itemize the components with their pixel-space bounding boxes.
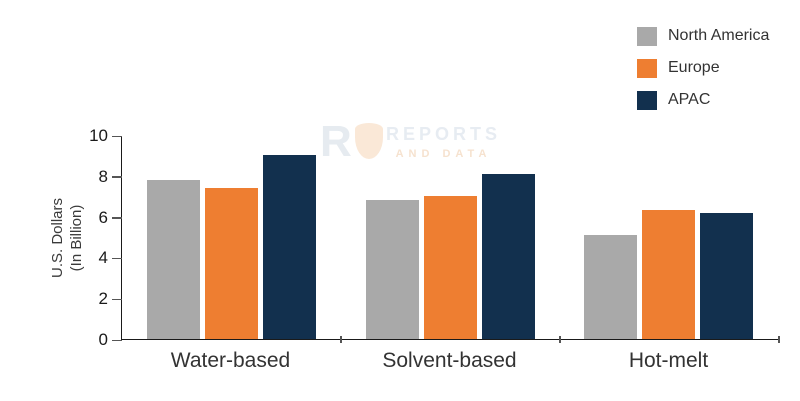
y-axis-title: U.S. Dollars (In Billion)	[48, 113, 90, 363]
bar-north-america	[584, 234, 638, 339]
bar-group-hot-melt	[559, 136, 778, 339]
bar-europe	[642, 210, 696, 339]
y-axis-tick	[112, 298, 122, 301]
legend: North America Europe APAC	[637, 26, 769, 122]
x-axis-tick	[559, 336, 561, 343]
bar-europe	[423, 196, 477, 339]
bar-group-solvent-based	[341, 136, 560, 339]
bar-apac	[262, 155, 316, 339]
legend-item-apac: APAC	[637, 90, 769, 110]
x-axis-category-labels: Water-based Solvent-based Hot-melt	[121, 349, 778, 373]
legend-swatch-icon	[637, 90, 657, 110]
bar-north-america	[146, 179, 200, 339]
legend-swatch-icon	[637, 58, 657, 78]
bar-groups	[122, 136, 778, 339]
watermark: R REPORTS AND DATA	[320, 120, 501, 166]
legend-item-europe: Europe	[637, 58, 769, 78]
bar-apac	[700, 212, 754, 339]
legend-label: APAC	[668, 91, 711, 108]
y-axis-tick-label: 10	[89, 126, 108, 145]
watermark-logo: R	[320, 120, 384, 166]
y-axis-tick	[112, 257, 122, 260]
category-label: Hot-melt	[628, 349, 709, 372]
bar-europe	[204, 188, 258, 339]
category-label: Water-based	[170, 349, 291, 372]
legend-label: Europe	[668, 59, 720, 76]
x-axis-tick	[340, 336, 342, 343]
plot-area: 0 2 4 6 8 10	[89, 126, 780, 349]
watermark-text: REPORTS AND DATA	[386, 124, 501, 160]
y-axis-title-line1: U.S. Dollars	[49, 197, 66, 279]
y-axis-tick	[112, 217, 122, 219]
bar-apac	[481, 173, 535, 339]
y-axis-tick	[112, 135, 122, 137]
y-axis-title-line2: (In Billion)	[68, 204, 85, 272]
bar-north-america	[365, 200, 419, 339]
legend-label: North America	[668, 27, 770, 44]
y-axis-tick	[112, 339, 122, 341]
y-axis-tick	[112, 176, 122, 178]
watermark-line2: AND DATA	[395, 148, 492, 160]
legend-item-north-america: North America	[637, 26, 769, 46]
bar-group-water-based	[122, 136, 341, 339]
y-axis-tick-label: 6	[98, 207, 108, 227]
watermark-shield-icon	[355, 123, 383, 159]
watermark-letter: R	[320, 117, 352, 166]
y-axis-tick-label: 4	[98, 248, 108, 268]
legend-swatch-icon	[637, 26, 657, 46]
y-axis-tick-label: 8	[98, 166, 108, 186]
watermark-line1: REPORTS	[386, 124, 502, 144]
y-axis-tick-label: 2	[98, 289, 108, 309]
category-label: Solvent-based	[382, 349, 517, 372]
x-axis-tick	[778, 336, 780, 343]
y-axis-tick-label: 0	[98, 330, 108, 349]
